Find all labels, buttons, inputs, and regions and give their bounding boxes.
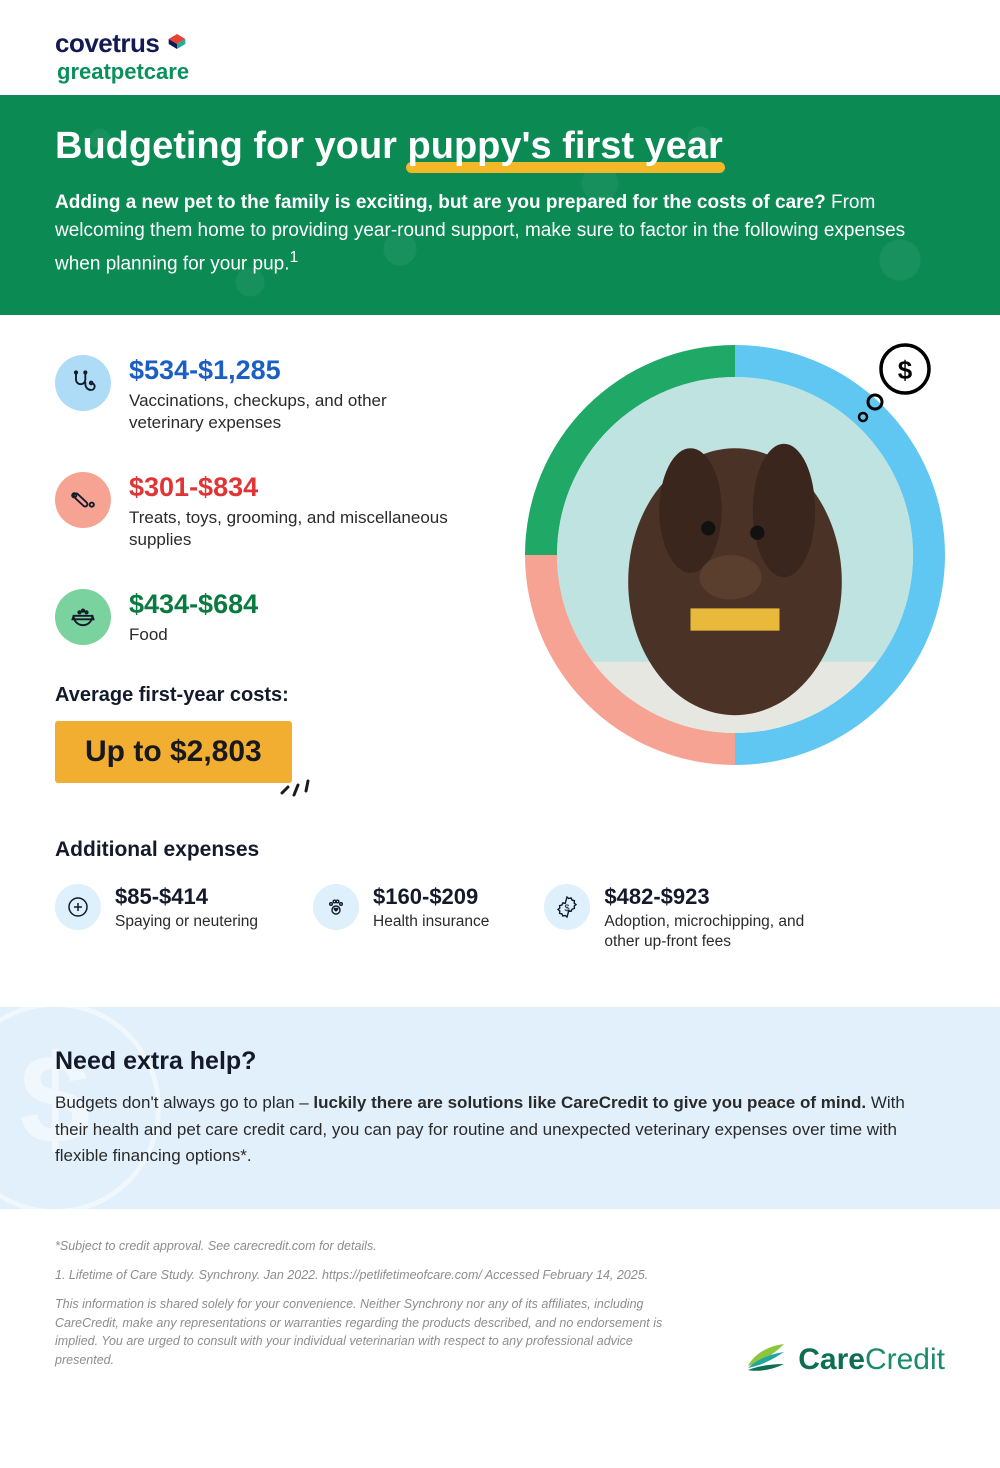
dollar-thought-bubble-icon: $ — [845, 337, 935, 432]
stethoscope-icon-badge — [55, 355, 111, 411]
cost-item-vet-text: $534-$1,285 Vaccinations, checkups, and … — [129, 355, 459, 434]
additional-item-fees: $ $482-$923 Adoption, microchipping, and… — [544, 884, 824, 952]
covetrus-logo-text: covetrus — [55, 28, 159, 59]
average-cost-highlight: Up to $2,803 — [55, 721, 292, 783]
carecredit-logo: CareCredit — [744, 1340, 945, 1380]
additional-item-insurance: $160-$209 Health insurance — [313, 884, 489, 952]
additional-expenses-row: $85-$414 Spaying or neutering $160-$209 … — [55, 884, 945, 952]
medical-cross-icon-badge — [55, 884, 101, 930]
additional-expenses-title: Additional expenses — [55, 838, 945, 862]
cost-item-supplies-text: $301-$834 Treats, toys, grooming, and mi… — [129, 472, 459, 551]
cost-breakdown-chart: $ — [525, 345, 945, 765]
carecredit-logo-icon — [744, 1340, 790, 1380]
carecredit-logo-text: CareCredit — [798, 1343, 945, 1377]
decorative-dashes-icon — [280, 761, 320, 801]
paw-heart-icon-badge — [313, 884, 359, 930]
svg-text:$: $ — [565, 903, 570, 913]
svg-text:$: $ — [898, 355, 913, 385]
hero-banner: Budgeting for your puppy's first year Ad… — [0, 95, 1000, 315]
additional-item-fees-text: $482-$923 Adoption, microchipping, and o… — [604, 884, 824, 952]
covetrus-logo-icon — [167, 34, 187, 54]
additional-item-insurance-text: $160-$209 Health insurance — [373, 884, 489, 932]
need-extra-help-panel: $ Need extra help? Budgets don't always … — [0, 1007, 1000, 1209]
help-text: Budgets don't always go to plan – luckil… — [55, 1090, 935, 1169]
cost-item-food-text: $434-$684 Food — [129, 589, 258, 646]
page-footer: *Subject to credit approval. See carecre… — [0, 1209, 1000, 1420]
greatpetcare-logo-text: greatpetcare — [57, 59, 1000, 85]
brand-logo-block: covetrus greatpetcare — [0, 0, 1000, 95]
food-bowl-icon-badge — [55, 589, 111, 645]
page-subtitle: Adding a new pet to the family is exciti… — [55, 189, 950, 279]
additional-item-spay-text: $85-$414 Spaying or neutering — [115, 884, 258, 932]
additional-item-spay: $85-$414 Spaying or neutering — [55, 884, 258, 952]
main-content: $ $534-$1,285 Vaccinations, checkups, an… — [0, 315, 1000, 953]
page-title: Budgeting for your puppy's first year — [55, 125, 723, 167]
bone-icon-badge — [55, 472, 111, 528]
help-title: Need extra help? — [55, 1047, 945, 1076]
footer-legal-notes: *Subject to credit approval. See carecre… — [55, 1237, 675, 1380]
average-cost-value: Up to $2,803 — [55, 721, 292, 783]
dollar-badge-icon-badge: $ — [544, 884, 590, 930]
